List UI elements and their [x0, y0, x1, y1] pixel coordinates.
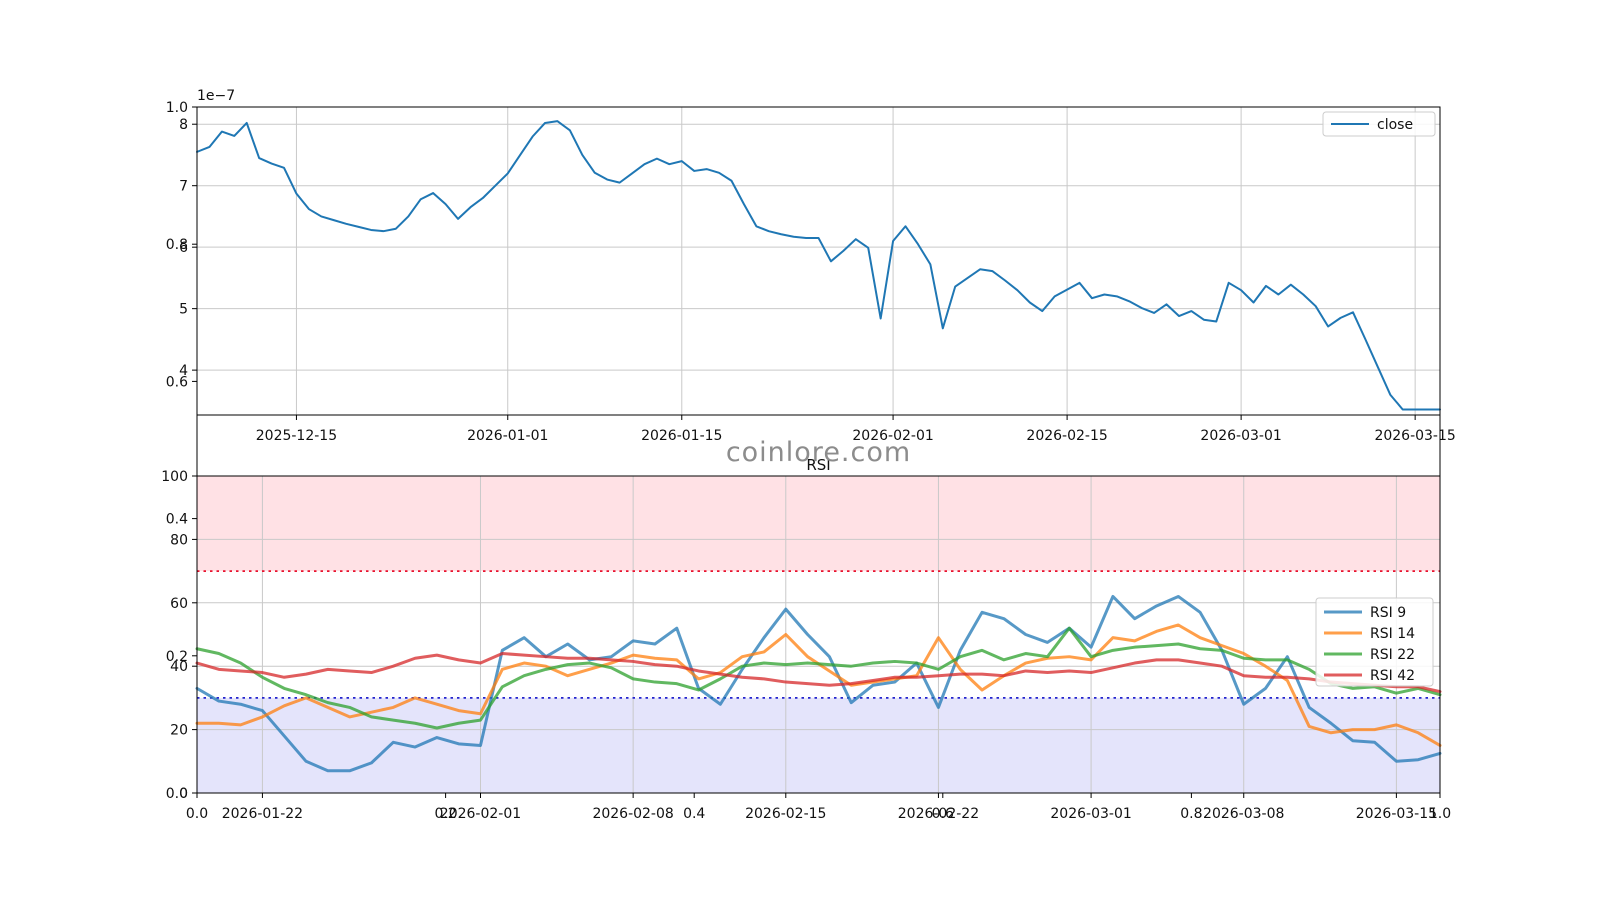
- series-line-close: [196, 120, 1441, 411]
- secondary-x-tick-label: 0.6: [932, 806, 954, 822]
- price-legend-label-close: close: [1377, 117, 1413, 133]
- secondary-x-tick-label: 0.8: [1180, 806, 1202, 822]
- y-tick-label: 40: [170, 659, 188, 675]
- rsi-legend-label-rsi-14: RSI 14: [1370, 626, 1415, 642]
- y-tick-label: 7: [179, 179, 188, 195]
- x-tick-label: 2026-02-22: [898, 806, 979, 822]
- rsi-chart: 2026-01-22 2026-02-01 2026-02-08 2026-02-15…: [161, 456, 1442, 822]
- price-chart: 2025-12-15 2026-01-01 2026-01-15 2026-02-01…: [179, 88, 1456, 444]
- x-tick-label: 2026-02-01: [852, 428, 933, 444]
- rsi-title: RSI: [806, 456, 830, 474]
- x-tick-label: 2026-02-15: [745, 806, 826, 822]
- series-line-rsi-9: [195, 594, 1442, 773]
- x-tick-label: 2026-01-01: [467, 428, 548, 444]
- x-tick-label: 2026-03-15: [1374, 428, 1455, 444]
- rsi-legend-box: [1315, 597, 1434, 687]
- y-tick-label: 20: [170, 723, 188, 739]
- x-tick-label: 2026-03-15: [1356, 806, 1437, 822]
- secondary-y-tick-label: 0.4: [166, 512, 188, 528]
- x-tick-label: 2026-02-01: [440, 806, 521, 822]
- rsi-legend-label-rsi-9: RSI 9: [1370, 605, 1406, 621]
- x-tick-label: 2026-01-15: [641, 428, 722, 444]
- secondary-x-tick-label: 0.2: [434, 806, 456, 822]
- secondary-y-tick-label: 0.0: [166, 786, 188, 802]
- y-tick-label: 80: [170, 532, 188, 548]
- x-tick-label: 2026-02-08: [592, 806, 673, 822]
- secondary-x-tick-label: 1.0: [1429, 806, 1451, 822]
- x-tick-label: 2026-03-01: [1200, 428, 1281, 444]
- x-tick-label: 2026-03-08: [1203, 806, 1284, 822]
- x-tick-label: 2026-01-22: [222, 806, 303, 822]
- rsi-legend-label-rsi-22: RSI 22: [1370, 647, 1415, 663]
- secondary-y-tick-label: 0.8: [166, 237, 188, 253]
- secondary-x-tick-label: 0.4: [683, 806, 705, 822]
- y-tick-label: 6: [179, 240, 188, 256]
- overbought-band: [197, 476, 1440, 572]
- y-axis-offset-label: 1e−7: [197, 88, 235, 104]
- y-tick-label: 8: [179, 117, 188, 133]
- y-tick-label: 5: [179, 302, 188, 318]
- secondary-x-tick-label: 0.0: [186, 806, 208, 822]
- series-line-rsi-22: [195, 626, 1442, 730]
- series-line-rsi-42: [195, 652, 1442, 694]
- secondary-y-tick-label: 0.6: [166, 374, 188, 390]
- y-tick-label: 60: [170, 596, 188, 612]
- y-tick-label: 0: [179, 786, 188, 802]
- secondary-axis-spines: [196, 106, 1441, 794]
- axes-spines: [196, 106, 1441, 416]
- secondary-y-tick-label: 0.2: [166, 649, 188, 665]
- y-tick-label: 100: [161, 469, 188, 485]
- secondary-y-tick-label: 1.0: [166, 100, 188, 116]
- secondary-axis: 1.0 0.8 0.6 0.4 0.2 0.0 0.0 0.2 0.4 0.6 0.8 1.0: [166, 100, 1451, 822]
- price-legend: close: [1322, 111, 1436, 137]
- x-tick-label: 2025-12-15: [256, 428, 337, 444]
- rsi-legend-label-rsi-42: RSI 42: [1370, 668, 1415, 684]
- price-legend-box: [1322, 111, 1436, 137]
- y-tick-label: 4: [179, 363, 188, 379]
- x-tick-label: 2026-03-01: [1050, 806, 1131, 822]
- x-tick-label: 2026-02-15: [1026, 428, 1107, 444]
- oversold-band: [197, 697, 1440, 793]
- rsi-legend: RSI 9 RSI 14 RSI 22 RSI 42: [1315, 597, 1434, 687]
